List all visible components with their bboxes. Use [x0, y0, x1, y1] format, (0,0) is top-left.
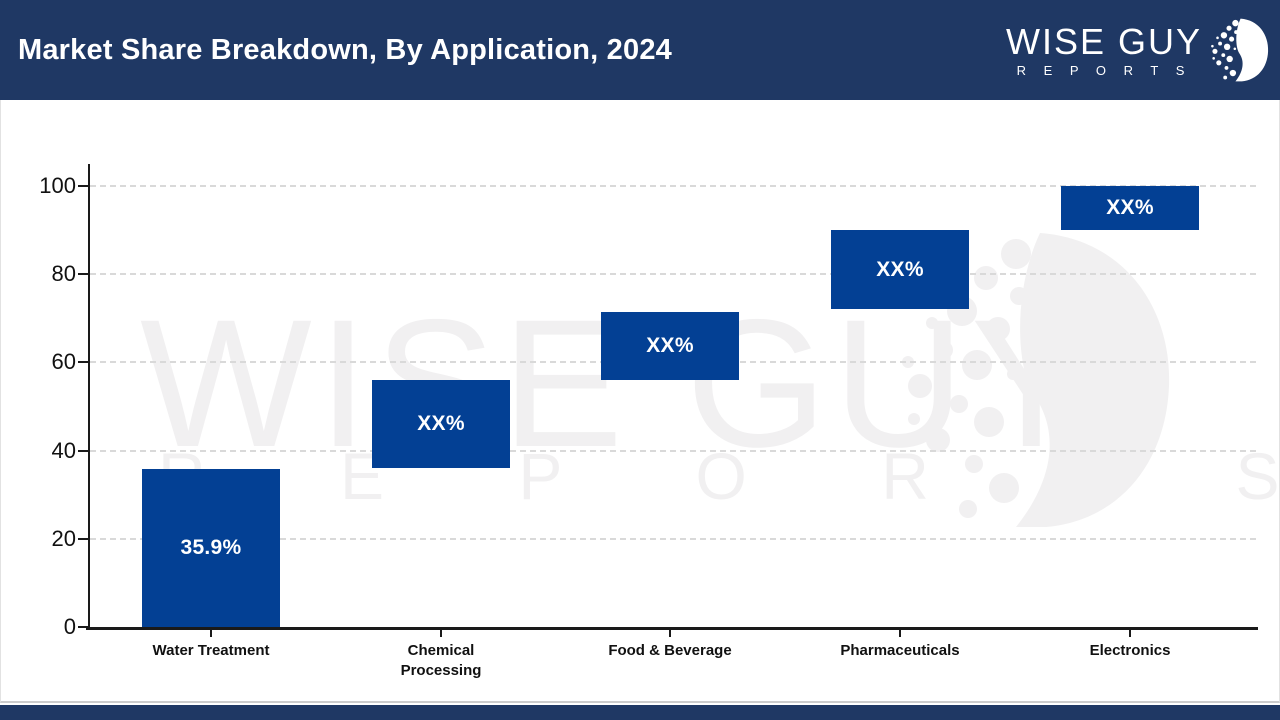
y-axis-tickmark	[78, 626, 88, 628]
brand-wordmark: WISE GUY R E P O R T S	[1005, 20, 1202, 78]
brand-face-icon	[1211, 18, 1269, 82]
x-axis-category-label: Food & Beverage	[608, 642, 732, 659]
brand-subname: R E P O R T S	[1016, 62, 1192, 78]
x-axis-tickmark	[899, 629, 901, 637]
bar-chemical-processing: XX%	[372, 380, 510, 469]
y-axis-tick-label: 80	[51, 261, 76, 287]
y-axis-tickmark	[78, 185, 88, 187]
y-axis-tick-label: 40	[51, 437, 76, 463]
x-axis-tickmark	[440, 629, 442, 637]
bar-value-label: 35.9%	[180, 535, 242, 559]
brand-name: WISE GUY	[1005, 20, 1202, 62]
gridline-y80	[90, 273, 1256, 276]
x-axis-tickmark	[1129, 629, 1131, 637]
y-axis-tick-label: 0	[63, 614, 76, 639]
x-axis-category-label: Water Treatment	[152, 642, 270, 659]
bar-water-treatment: 35.9%	[142, 468, 280, 627]
y-axis-tick-label: 100	[39, 173, 76, 198]
x-axis-category-label: Chemical Processing	[400, 642, 482, 680]
header-bar: Market Share Breakdown, By Application, …	[0, 0, 1280, 100]
gridline-y20	[90, 537, 1256, 540]
y-axis-tickmark	[78, 537, 88, 540]
gridline-y100	[90, 185, 1256, 187]
bar-value-label: XX%	[876, 257, 924, 281]
watermark-face-icon	[902, 233, 1170, 527]
bar-value-label: XX%	[646, 333, 694, 357]
bar-electronics: XX%	[1061, 186, 1199, 231]
bar-value-label: XX%	[1106, 196, 1154, 220]
y-axis-tick-label: 20	[51, 525, 76, 551]
x-axis-category-label: Pharmaceuticals	[840, 642, 960, 659]
y-axis-tickmark	[78, 361, 88, 364]
bar-pharmaceuticals: XX%	[831, 230, 969, 310]
y-axis-tick-label: 60	[51, 349, 76, 375]
brand-logo: WISE GUY R E P O R T S	[1006, 0, 1270, 100]
bar-food-beverage: XX%	[601, 311, 739, 381]
bar-value-label: XX%	[417, 412, 465, 436]
x-axis-tickmark	[669, 629, 671, 637]
gridline-y40	[90, 449, 1256, 452]
x-axis-category-label: Electronics	[1089, 642, 1171, 659]
y-axis-tickmark	[78, 273, 88, 276]
page-title: Market Share Breakdown, By Application, …	[18, 33, 672, 66]
footer-bar	[0, 705, 1280, 720]
x-axis-tickmark	[210, 629, 212, 637]
x-axis-line	[86, 627, 1258, 630]
y-axis-tickmark	[78, 449, 88, 452]
y-axis-line	[88, 164, 90, 629]
